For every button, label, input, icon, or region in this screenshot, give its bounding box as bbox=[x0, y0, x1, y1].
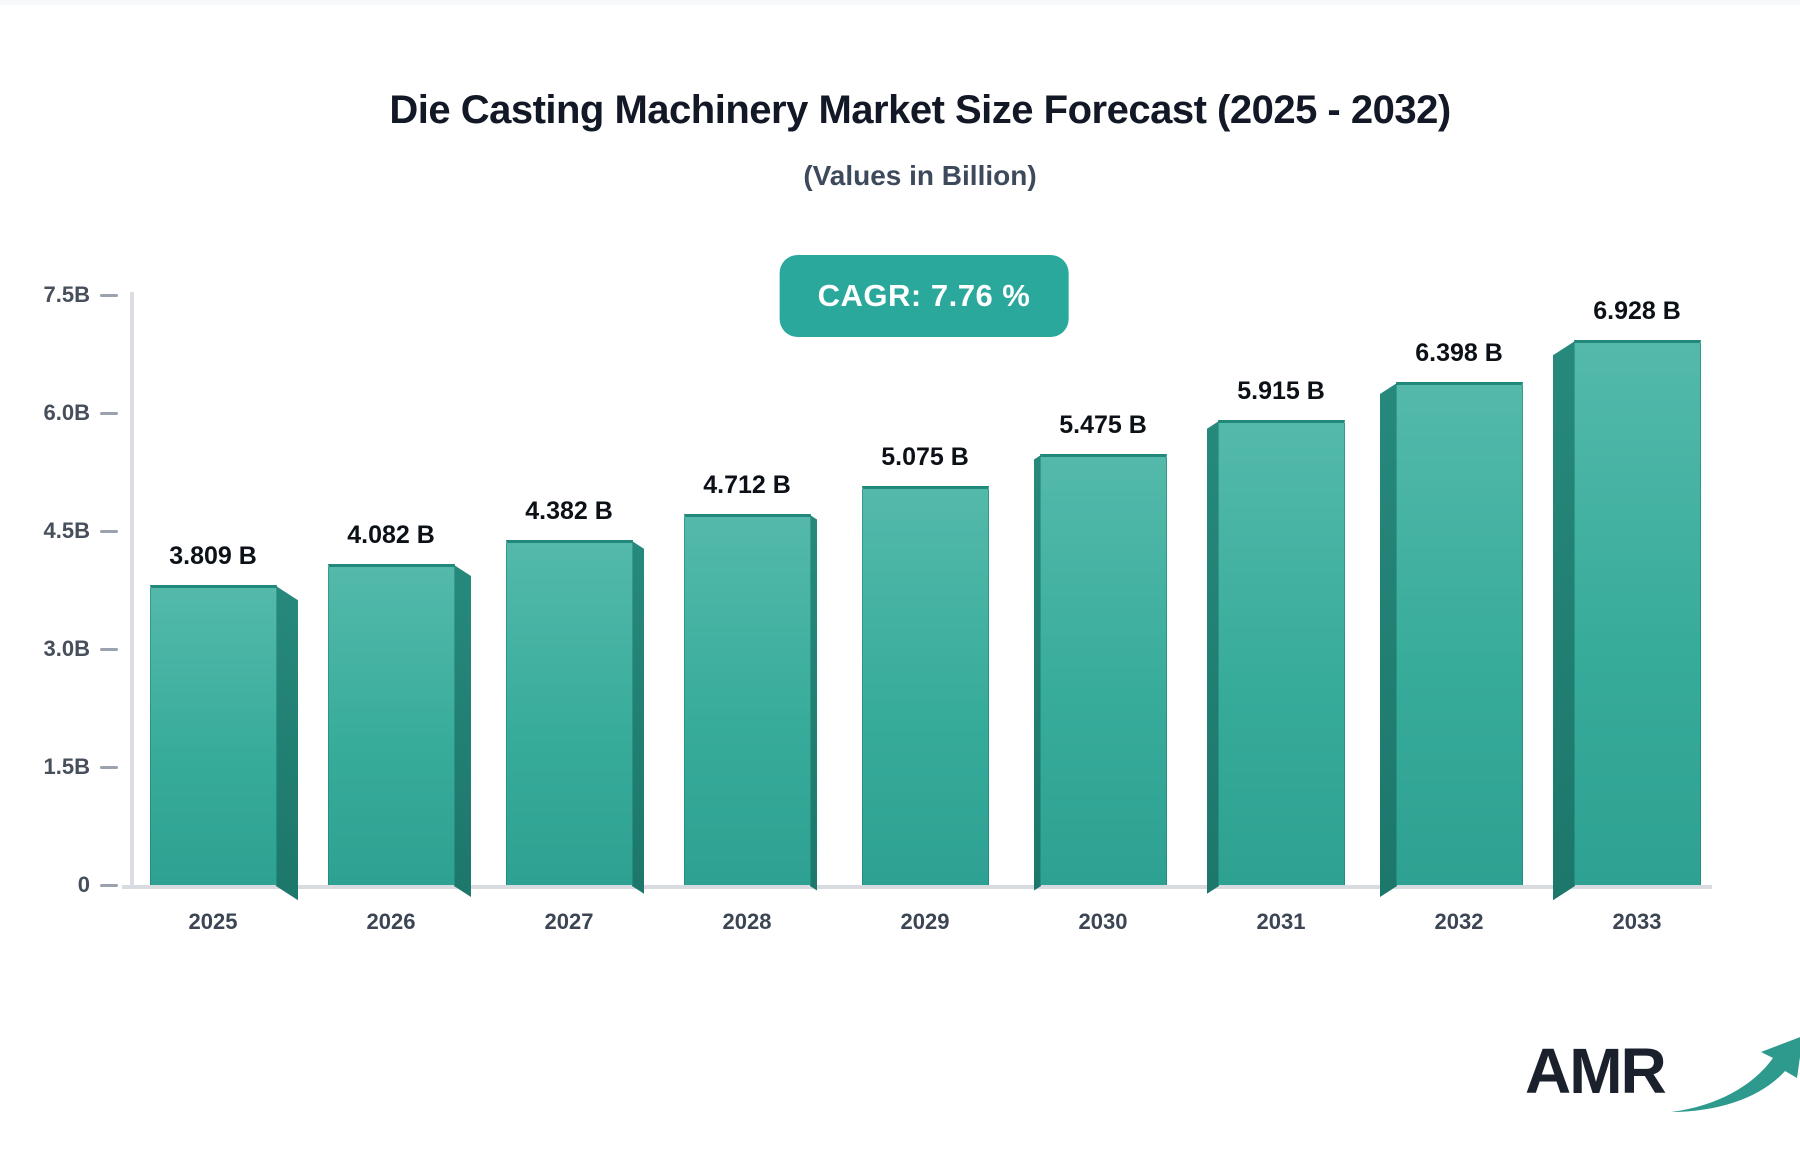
x-axis-label: 2026 bbox=[366, 909, 416, 934]
bar-value-label: 4.712 B bbox=[703, 471, 791, 500]
bar-side-face bbox=[631, 541, 644, 894]
amr-logo-text: AMR bbox=[1525, 1035, 1667, 1107]
bar-value-label: 5.475 B bbox=[1059, 411, 1147, 440]
y-axis-tick bbox=[100, 530, 118, 533]
bar-value-label: 5.915 B bbox=[1237, 376, 1325, 405]
y-axis-label: 4.5B bbox=[43, 518, 90, 543]
x-axis-label: 2032 bbox=[1434, 909, 1484, 934]
bar-front-face bbox=[683, 514, 811, 885]
bar-front-face bbox=[505, 540, 633, 885]
x-axis-label: 2025 bbox=[188, 909, 238, 934]
chart-subtitle: (Values in Billion) bbox=[803, 160, 1037, 191]
cagr-badge: CAGR: 7.76 % bbox=[779, 255, 1069, 337]
bar-side-face bbox=[1379, 382, 1397, 898]
y-axis-tick bbox=[100, 884, 118, 887]
bar-front-face bbox=[327, 563, 455, 885]
y-axis-label: 0 bbox=[77, 872, 90, 897]
x-axis-label: 2033 bbox=[1612, 909, 1662, 934]
chart-title: Die Casting Machinery Market Size Foreca… bbox=[389, 88, 1451, 132]
y-axis-tick bbox=[100, 648, 118, 651]
bar-value-label: 4.382 B bbox=[525, 497, 613, 526]
y-axis-label: 1.5B bbox=[43, 754, 90, 779]
y-axis-tick bbox=[100, 412, 118, 415]
bar-value-label: 4.082 B bbox=[347, 520, 435, 549]
bar-side-face bbox=[453, 564, 471, 898]
x-axis-label: 2029 bbox=[900, 909, 950, 934]
x-axis-label: 2030 bbox=[1078, 909, 1128, 934]
y-axis-tick bbox=[100, 294, 118, 297]
x-axis-label: 2028 bbox=[722, 909, 772, 934]
bar-value-label: 3.809 B bbox=[169, 542, 257, 571]
bar-front-face bbox=[1395, 381, 1523, 885]
bar-front-face bbox=[861, 485, 989, 885]
amr-logo: AMR bbox=[1525, 1030, 1800, 1112]
bar-side-face bbox=[809, 515, 817, 891]
y-axis-label: 6.0B bbox=[43, 400, 90, 425]
y-axis-label: 3.0B bbox=[43, 636, 90, 661]
bar-front-face bbox=[1217, 419, 1345, 885]
bar-value-label: 6.928 B bbox=[1593, 296, 1681, 325]
bar-front-face bbox=[1573, 339, 1701, 885]
bar-value-label: 6.398 B bbox=[1415, 338, 1503, 367]
x-axis-label: 2031 bbox=[1256, 909, 1306, 934]
bar-front-face bbox=[149, 585, 277, 885]
x-axis-label: 2027 bbox=[544, 909, 594, 934]
page-top-border bbox=[0, 0, 1800, 5]
bar-side-face bbox=[275, 586, 298, 901]
growth-arrow-icon bbox=[1671, 1037, 1800, 1112]
bar-side-face bbox=[1552, 340, 1575, 901]
y-axis-line bbox=[130, 292, 134, 889]
bar-value-label: 5.075 B bbox=[881, 442, 969, 471]
y-axis-tick bbox=[100, 766, 118, 769]
x-axis-line bbox=[122, 885, 1712, 889]
y-axis-label: 7.5B bbox=[43, 282, 90, 307]
bar-front-face bbox=[1039, 454, 1167, 885]
